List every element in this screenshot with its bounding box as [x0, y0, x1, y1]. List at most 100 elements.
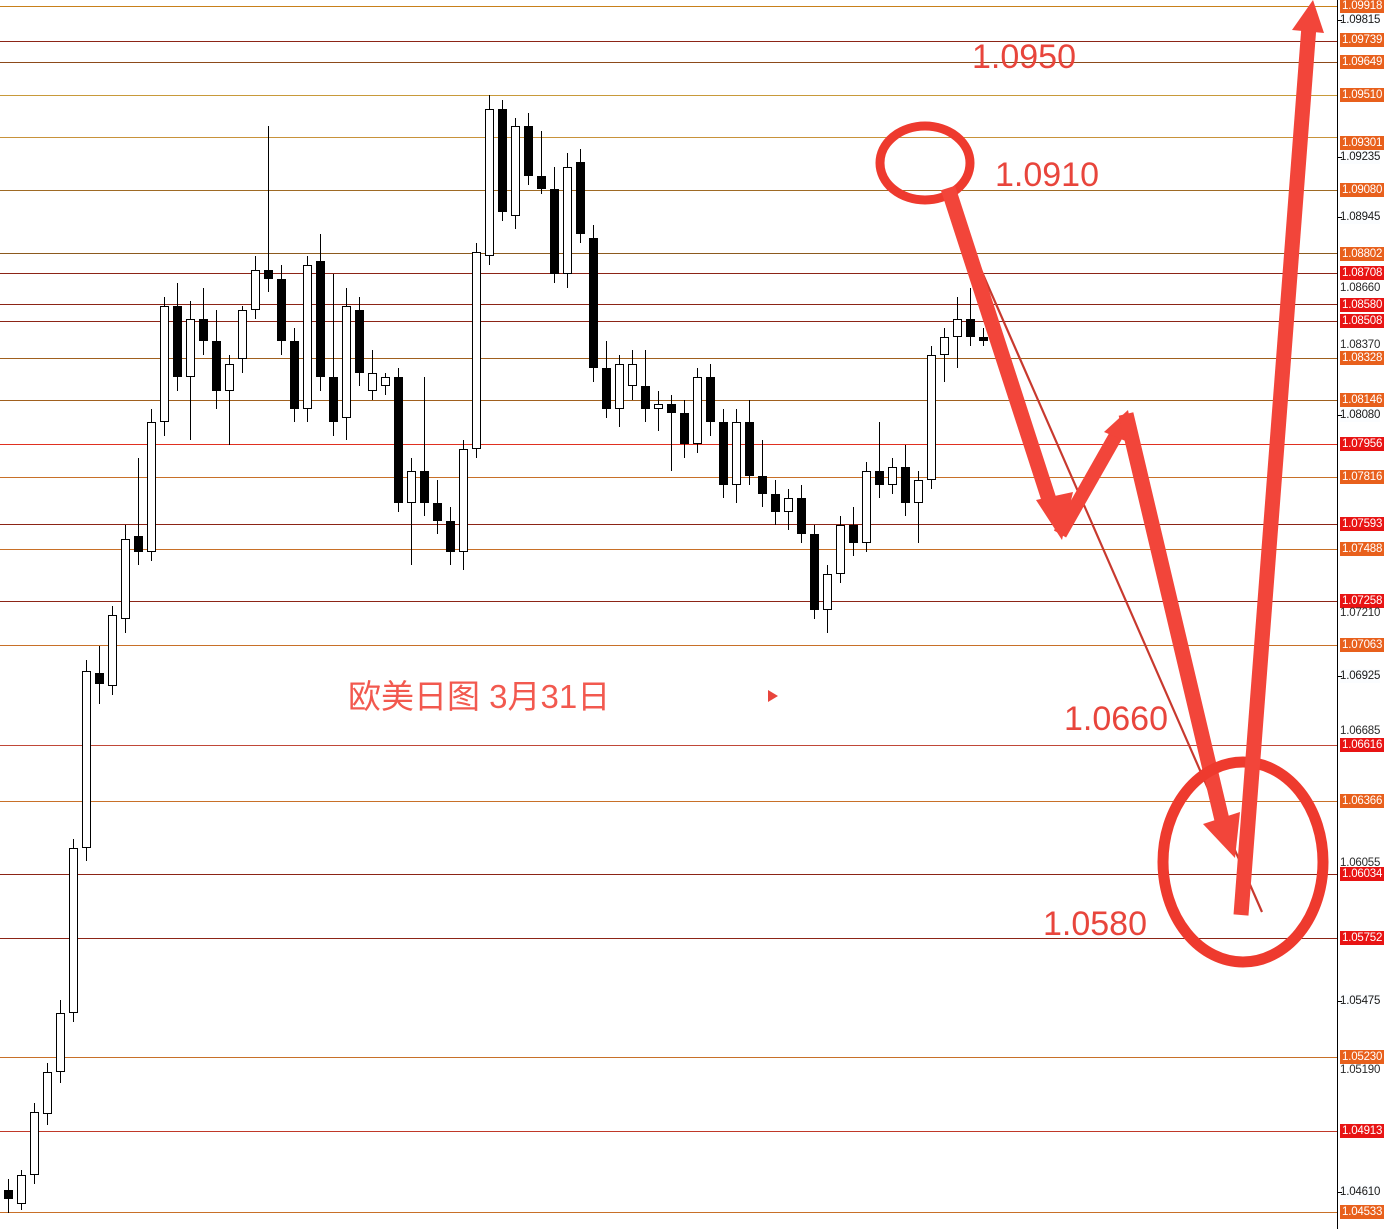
candle-body: [446, 520, 455, 552]
target-one-price-label: 1.0660: [1064, 700, 1168, 738]
candle-body: [407, 471, 416, 503]
candlestick: [472, 0, 481, 1229]
candlestick: [836, 0, 845, 1229]
candle-body: [797, 498, 806, 535]
gridline: [0, 745, 1337, 746]
candle-wick: [671, 395, 672, 472]
candlestick: [368, 0, 377, 1229]
candlestick: [537, 0, 546, 1229]
candle-body: [758, 475, 767, 494]
candlestick: [459, 0, 468, 1229]
candle-body: [836, 525, 845, 575]
candlestick: [524, 0, 533, 1229]
axis-tick: [1337, 676, 1342, 677]
candlestick: [654, 0, 663, 1229]
price-axis-label: 1.08146: [1340, 393, 1385, 407]
candle-body: [550, 189, 559, 275]
price-axis-label: 1.05190: [1340, 1064, 1381, 1076]
candlestick: [147, 0, 156, 1229]
price-axis[interactable]: 1.09918 1.09815 1.09739 1.09649 1.09510 1.093…: [1337, 0, 1396, 1229]
price-axis-label: 1.08080: [1340, 408, 1381, 422]
axis-line: [1337, 0, 1338, 1229]
candle-body: [914, 480, 923, 503]
candlestick: [355, 0, 364, 1229]
candle-body: [238, 310, 247, 360]
candlestick: [82, 0, 91, 1229]
candle-body: [732, 422, 741, 485]
candlestick: [342, 0, 351, 1229]
price-axis-label: 1.08508: [1340, 314, 1385, 328]
candle-body: [680, 413, 689, 445]
entry-price-label: 1.0910: [995, 156, 1099, 194]
candlestick: [888, 0, 897, 1229]
candle-body: [849, 525, 858, 544]
candle-body: [524, 126, 533, 176]
candle-body: [641, 386, 650, 409]
gridline: [0, 400, 1337, 401]
candlestick: [407, 0, 416, 1229]
candle-wick: [541, 130, 542, 194]
candlestick: [966, 0, 975, 1229]
price-axis-label: 1.09235: [1340, 150, 1381, 164]
candlestick: [498, 0, 507, 1229]
candle-body: [433, 502, 442, 521]
candle-body: [147, 422, 156, 552]
candle-body: [901, 466, 910, 503]
candlestick: [56, 0, 65, 1229]
candle-body: [277, 278, 286, 342]
gridline: [0, 253, 1337, 254]
candlestick: [69, 0, 78, 1229]
candle-body: [875, 471, 884, 485]
price-axis-label: 1.06685: [1340, 725, 1381, 737]
price-axis-label: 1.09739: [1340, 33, 1385, 47]
candlestick: [849, 0, 858, 1229]
resistance-price-label: 1.0950: [972, 38, 1076, 76]
chart-title-label: 欧美日图 3月31日: [348, 678, 611, 715]
candlestick: [693, 0, 702, 1229]
candlestick: [563, 0, 572, 1229]
candle-body: [56, 1013, 65, 1072]
candle-body: [589, 238, 598, 369]
candlestick: [251, 0, 260, 1229]
candlestick: [953, 0, 962, 1229]
candle-body: [82, 670, 91, 848]
candlestick: [160, 0, 169, 1229]
candlestick: [420, 0, 429, 1229]
gridline: [0, 6, 1337, 7]
candlestick: [485, 0, 494, 1229]
candle-body: [966, 319, 975, 337]
candlestick: [719, 0, 728, 1229]
price-axis-label: 1.06034: [1340, 867, 1385, 881]
play-triangle-icon[interactable]: [768, 690, 778, 702]
candlestick: [433, 0, 442, 1229]
candle-body: [368, 372, 377, 391]
candle-body: [602, 368, 611, 409]
price-axis-label: 1.09918: [1340, 0, 1385, 13]
candle-body: [511, 126, 520, 217]
price-axis-label: 1.07210: [1340, 607, 1381, 619]
candle-wick: [918, 471, 919, 544]
price-axis-label: 1.09649: [1340, 55, 1385, 69]
chart-plot-area[interactable]: [0, 0, 1337, 1229]
candlestick: [199, 0, 208, 1229]
candlestick: [290, 0, 299, 1229]
candlestick: [927, 0, 936, 1229]
candlestick: [225, 0, 234, 1229]
candlestick: [186, 0, 195, 1229]
candlestick: [446, 0, 455, 1229]
candle-body: [95, 672, 104, 685]
candlestick: [940, 0, 949, 1229]
candle-body: [290, 341, 299, 409]
price-axis-label: 1.09301: [1340, 136, 1385, 150]
candle-wick: [879, 422, 880, 499]
candlestick: [901, 0, 910, 1229]
candle-body: [667, 404, 676, 414]
candle-body: [186, 319, 195, 378]
candle-wick: [229, 354, 230, 445]
candlestick: [823, 0, 832, 1229]
gridline: [0, 190, 1337, 191]
gridline: [0, 41, 1337, 42]
price-axis-label: 1.04533: [1340, 1205, 1385, 1219]
candlestick: [576, 0, 585, 1229]
